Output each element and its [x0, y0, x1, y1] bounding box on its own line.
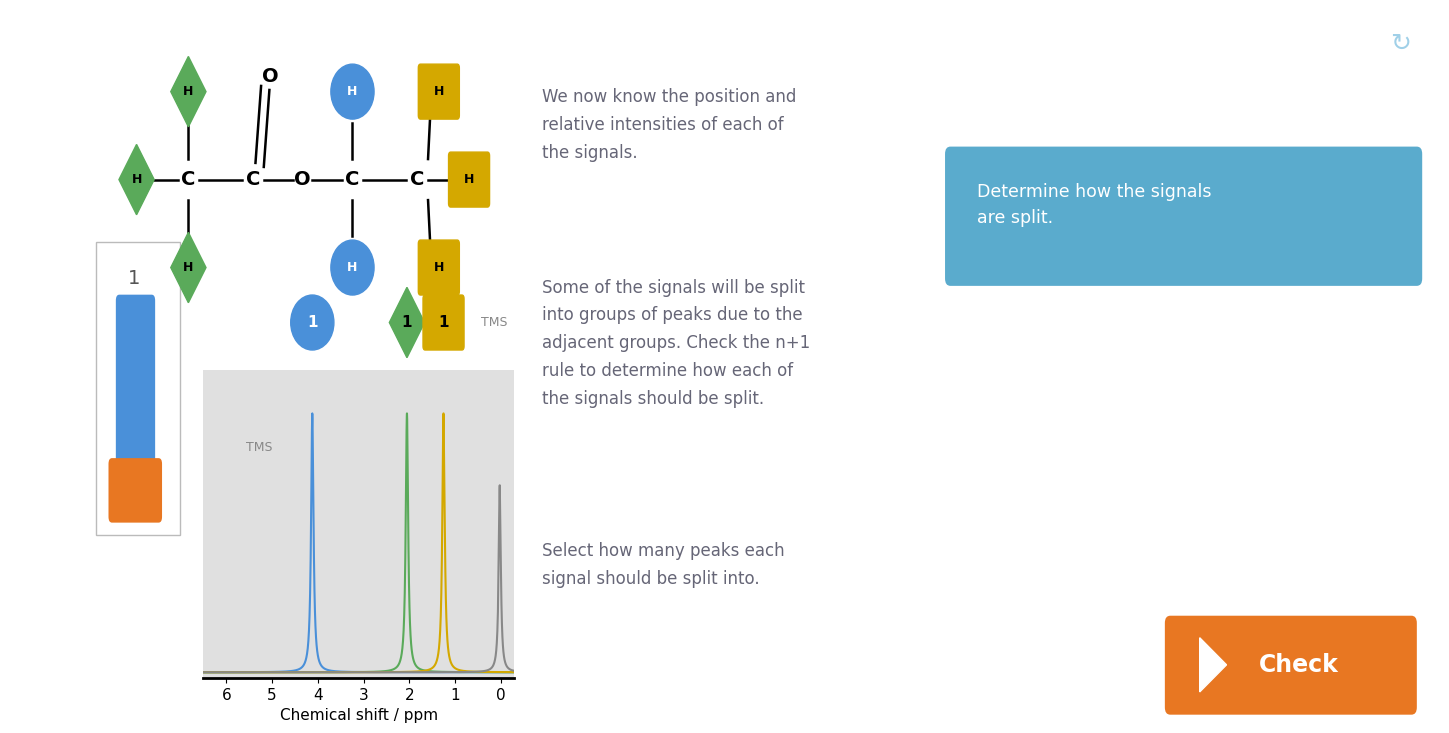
Text: H: H: [348, 261, 358, 274]
Polygon shape: [390, 287, 425, 358]
Text: H: H: [348, 85, 358, 98]
FancyBboxPatch shape: [423, 295, 464, 350]
Text: TMS: TMS: [481, 316, 507, 329]
Text: Determine how the signals
are split.: Determine how the signals are split.: [977, 183, 1211, 227]
Text: H: H: [433, 261, 443, 274]
Text: H: H: [132, 173, 142, 186]
Polygon shape: [119, 144, 154, 215]
Text: C: C: [246, 170, 261, 189]
Text: H: H: [183, 261, 194, 274]
Text: 1: 1: [401, 315, 412, 330]
FancyBboxPatch shape: [96, 242, 180, 535]
Ellipse shape: [330, 240, 374, 295]
Text: TMS: TMS: [246, 441, 272, 454]
FancyBboxPatch shape: [419, 65, 459, 119]
Ellipse shape: [291, 295, 333, 350]
FancyBboxPatch shape: [419, 240, 459, 295]
FancyBboxPatch shape: [109, 458, 162, 523]
FancyBboxPatch shape: [945, 147, 1423, 286]
Text: 1: 1: [128, 269, 141, 288]
Polygon shape: [1200, 638, 1226, 692]
Text: Chemical shifts & n+1 rule for splitting: Chemical shifts & n+1 rule for splitting: [33, 190, 49, 514]
Polygon shape: [171, 56, 206, 127]
X-axis label: Chemical shift / ppm: Chemical shift / ppm: [280, 708, 438, 723]
Text: ↻: ↻: [1390, 32, 1411, 56]
Polygon shape: [171, 232, 206, 303]
Text: 1: 1: [307, 315, 317, 330]
Text: O: O: [294, 170, 312, 189]
Text: 1: 1: [438, 315, 449, 330]
Text: H: H: [464, 173, 474, 186]
Text: C: C: [410, 170, 425, 189]
Text: H: H: [183, 85, 194, 98]
Text: Check: Check: [1259, 653, 1339, 677]
Ellipse shape: [330, 65, 374, 119]
FancyBboxPatch shape: [1165, 616, 1417, 715]
Text: Select how many peaks each
signal should be split into.: Select how many peaks each signal should…: [542, 542, 785, 588]
Text: C: C: [181, 170, 196, 189]
Text: C: C: [345, 170, 359, 189]
Text: >: >: [28, 665, 55, 699]
Text: O: O: [262, 67, 278, 86]
FancyBboxPatch shape: [449, 152, 490, 207]
Text: H: H: [433, 85, 443, 98]
Text: We now know the position and
relative intensities of each of
the signals.: We now know the position and relative in…: [542, 88, 797, 161]
Text: Instructions: Instructions: [961, 100, 1187, 134]
FancyBboxPatch shape: [116, 295, 155, 468]
Text: Some of the signals will be split
into groups of peaks due to the
adjacent group: Some of the signals will be split into g…: [542, 279, 810, 408]
